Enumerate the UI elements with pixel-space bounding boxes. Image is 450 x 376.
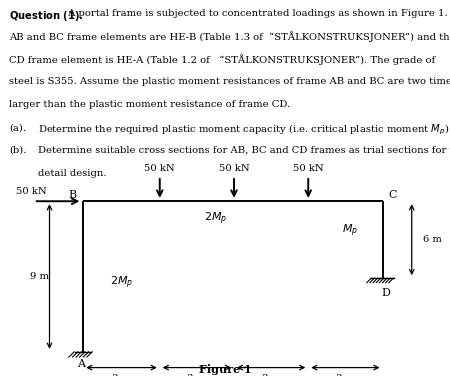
Text: $2M_p$: $2M_p$ [204,211,228,227]
Text: 50 kN: 50 kN [144,164,175,173]
Text: (b).: (b). [9,146,27,155]
Text: $M_p$: $M_p$ [342,223,358,240]
Text: C: C [388,190,396,200]
Text: $2M_p$: $2M_p$ [110,274,134,291]
Text: Figure 1: Figure 1 [199,364,251,375]
Text: steel is S355. Assume the plastic moment resistances of frame AB and BC are two : steel is S355. Assume the plastic moment… [9,77,450,86]
Text: Determine the required plastic moment capacity (i.e. critical plastic moment $M_: Determine the required plastic moment ca… [38,123,450,138]
Text: CD frame element is HE-A (Table 1.2 of   “STÅLKONSTRUKSJONER”). The grade of: CD frame element is HE-A (Table 1.2 of “… [9,55,435,65]
Text: B: B [68,190,76,200]
Text: 50 kN: 50 kN [219,164,249,173]
Text: 3 m: 3 m [187,374,207,376]
Text: A: A [77,359,85,369]
Text: detail design.: detail design. [38,169,106,178]
Text: 6 m: 6 m [423,235,442,244]
Text: 9 m: 9 m [30,272,49,281]
Text: AB and BC frame elements are HE-B (Table 1.3 of  “STÅLKONSTRUKSJONER”) and the: AB and BC frame elements are HE-B (Table… [9,32,450,42]
Text: 3 m: 3 m [112,374,131,376]
Text: D: D [382,288,391,297]
Text: A portal frame is subjected to concentrated loadings as shown in Figure 1. The: A portal frame is subjected to concentra… [65,9,450,18]
Text: 3 m: 3 m [261,374,281,376]
Text: $\mathbf{Question\ (1).}$: $\mathbf{Question\ (1).}$ [9,9,84,23]
Text: 50 kN: 50 kN [16,187,47,196]
Text: 50 kN: 50 kN [293,164,324,173]
Text: (a).: (a). [9,123,26,132]
Text: 3 m: 3 m [336,374,355,376]
Text: Determine suitable cross sections for AB, BC and CD frames as trial sections for: Determine suitable cross sections for AB… [38,146,450,155]
Text: larger than the plastic moment resistance of frame CD.: larger than the plastic moment resistanc… [9,100,290,109]
